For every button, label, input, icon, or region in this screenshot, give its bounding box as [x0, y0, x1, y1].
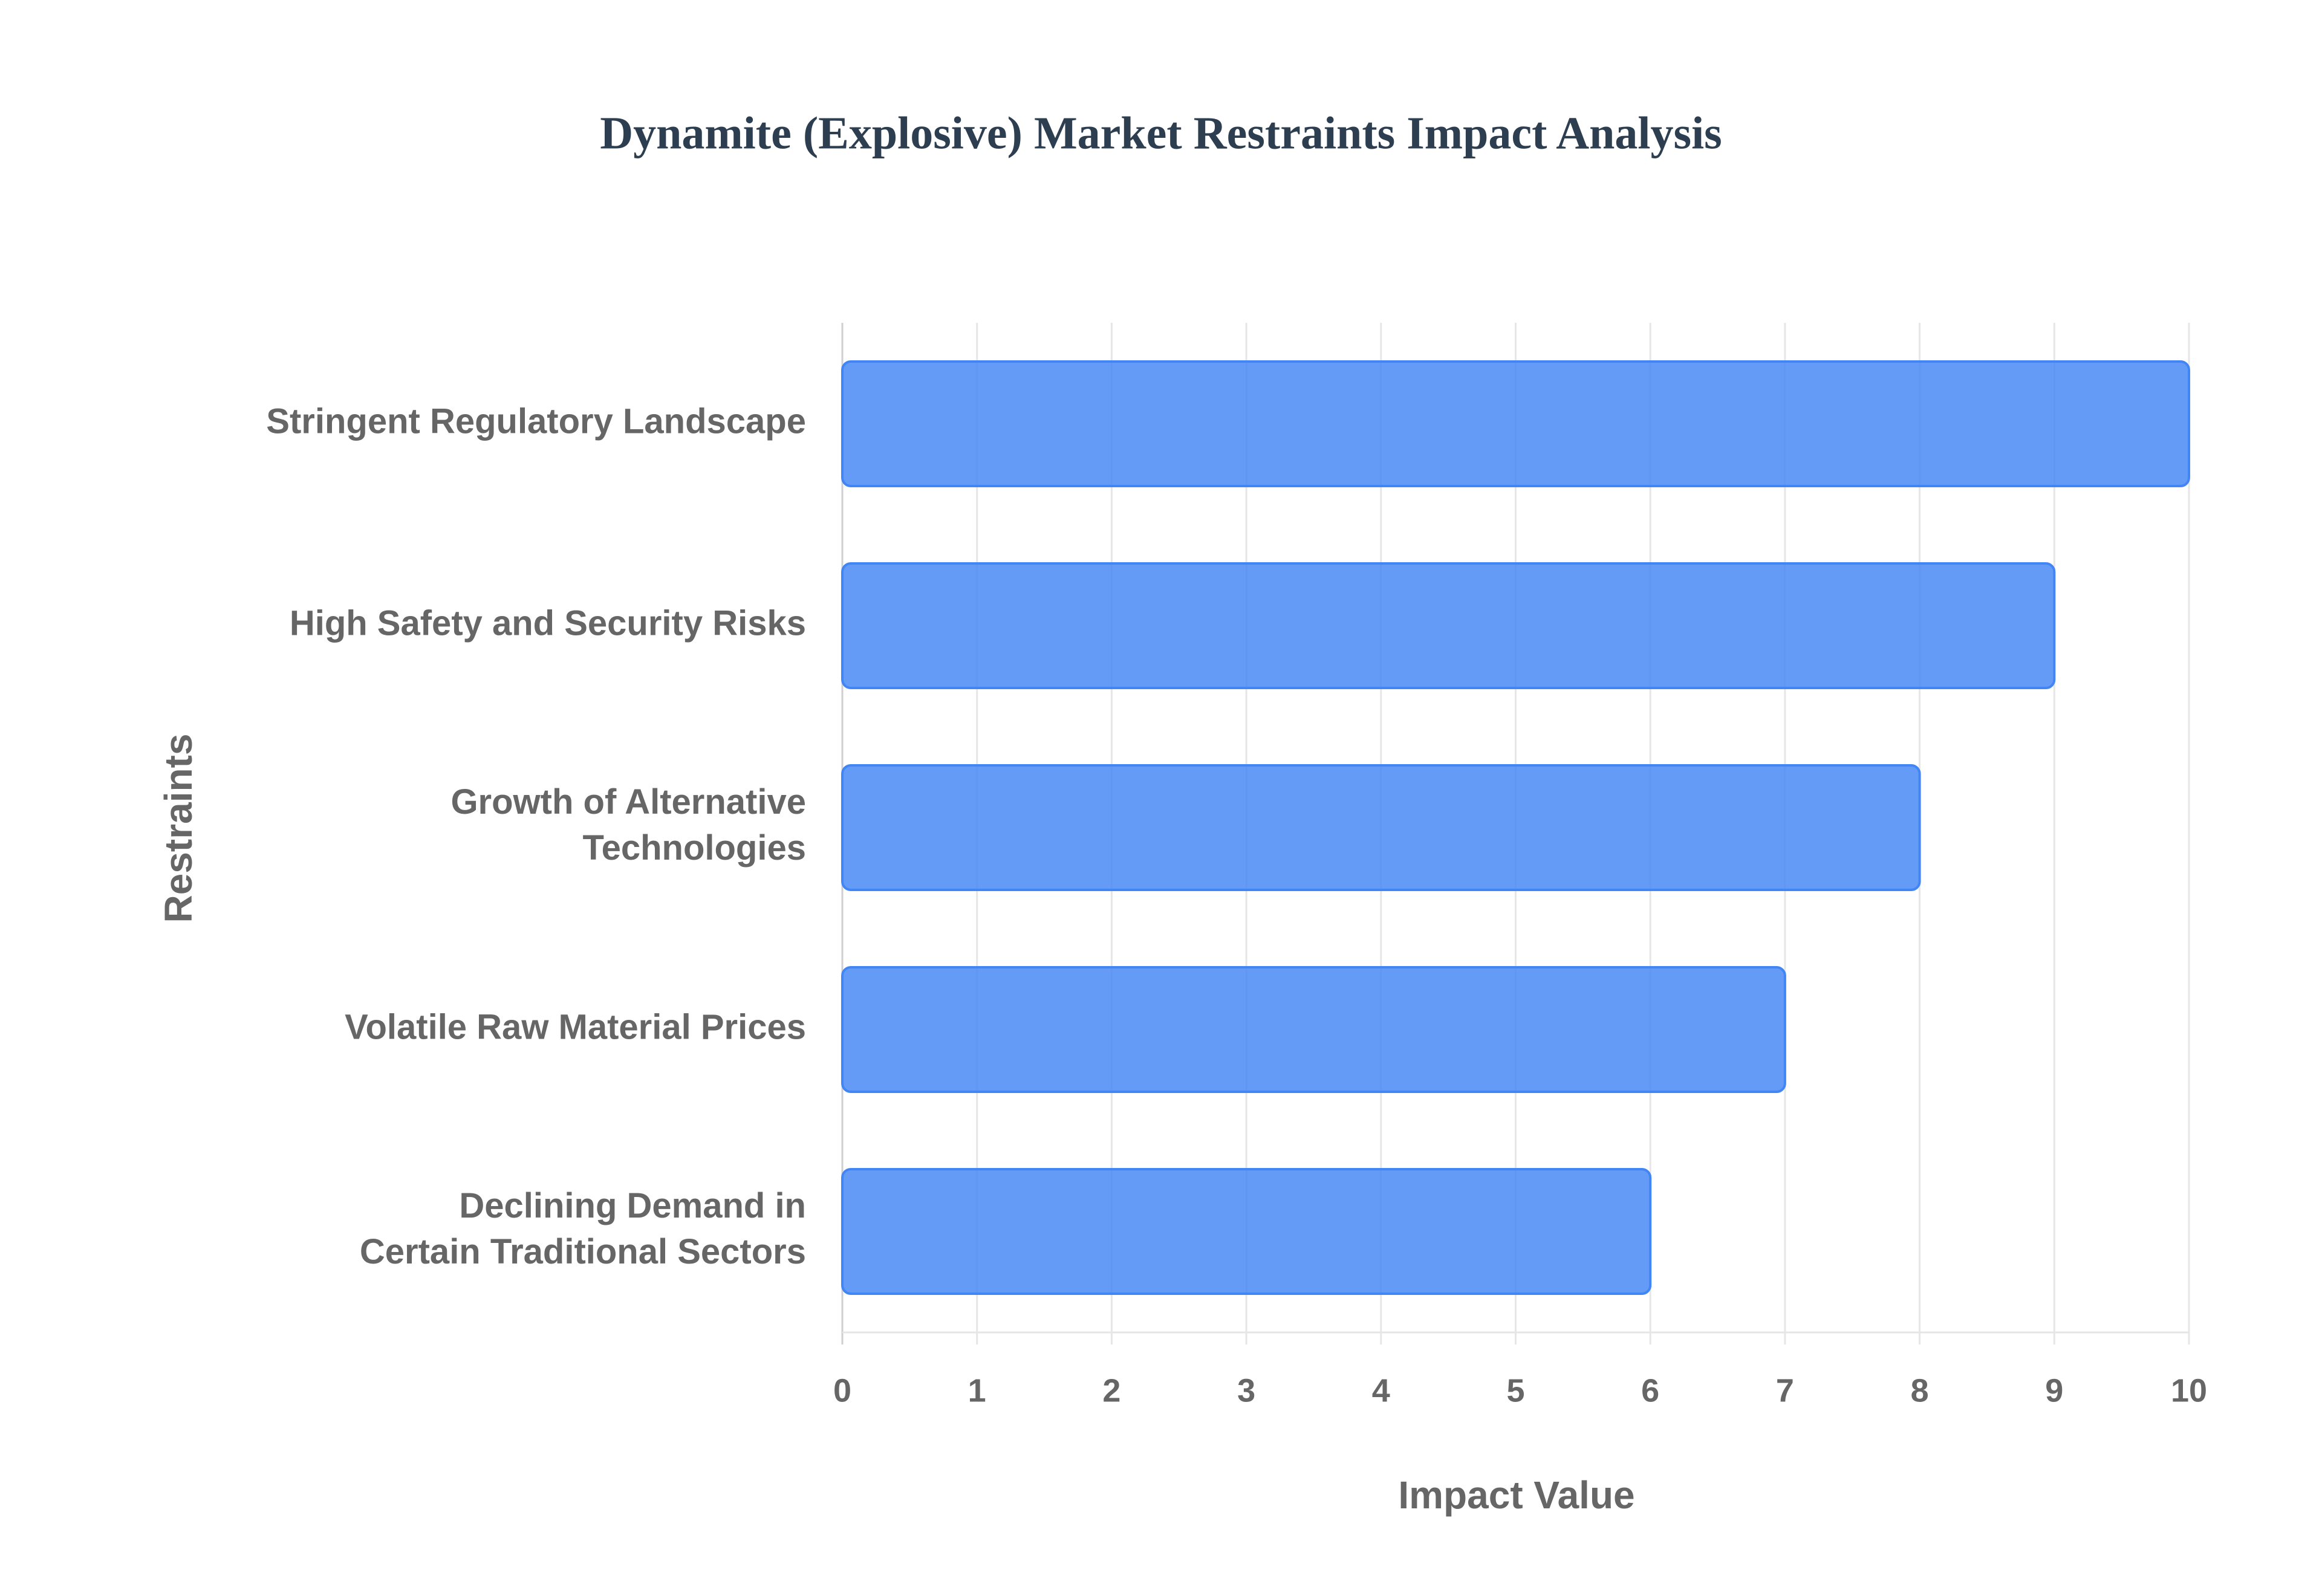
y-tick-label: Declining Demand in Certain Traditional S… [360, 1186, 806, 1271]
x-tick-label: 7 [1776, 1372, 1794, 1409]
y-tick-label: Growth of Alternative Technologies [450, 782, 806, 868]
x-tick-label: 0 [833, 1372, 851, 1409]
bar [841, 562, 2056, 689]
chart-title: Dynamite (Explosive) Market Restraints I… [600, 108, 1722, 158]
x-tick-label: 1 [968, 1372, 986, 1409]
y-tick-label: High Safety and Security Risks [290, 603, 806, 643]
y-tick-label: Stringent Regulatory Landscape [266, 401, 806, 441]
y-axis-title: Restraints [157, 734, 200, 923]
x-tick-label: 6 [1641, 1372, 1659, 1409]
bar [841, 966, 1786, 1093]
bar [841, 360, 2190, 487]
x-tick-label: 2 [1102, 1372, 1120, 1409]
x-tick-label: 4 [1372, 1372, 1390, 1409]
bar [841, 1168, 1652, 1295]
y-tick-label: Volatile Raw Material Prices [345, 1007, 806, 1046]
x-tick-label: 5 [1506, 1372, 1524, 1409]
x-tick-label: 3 [1237, 1372, 1255, 1409]
bar [841, 764, 1921, 891]
x-tick-label: 10 [2171, 1372, 2207, 1409]
x-axis-title: Impact Value [1398, 1473, 1634, 1517]
x-tick-label: 8 [1911, 1372, 1929, 1409]
x-tick-label: 9 [2045, 1372, 2063, 1409]
